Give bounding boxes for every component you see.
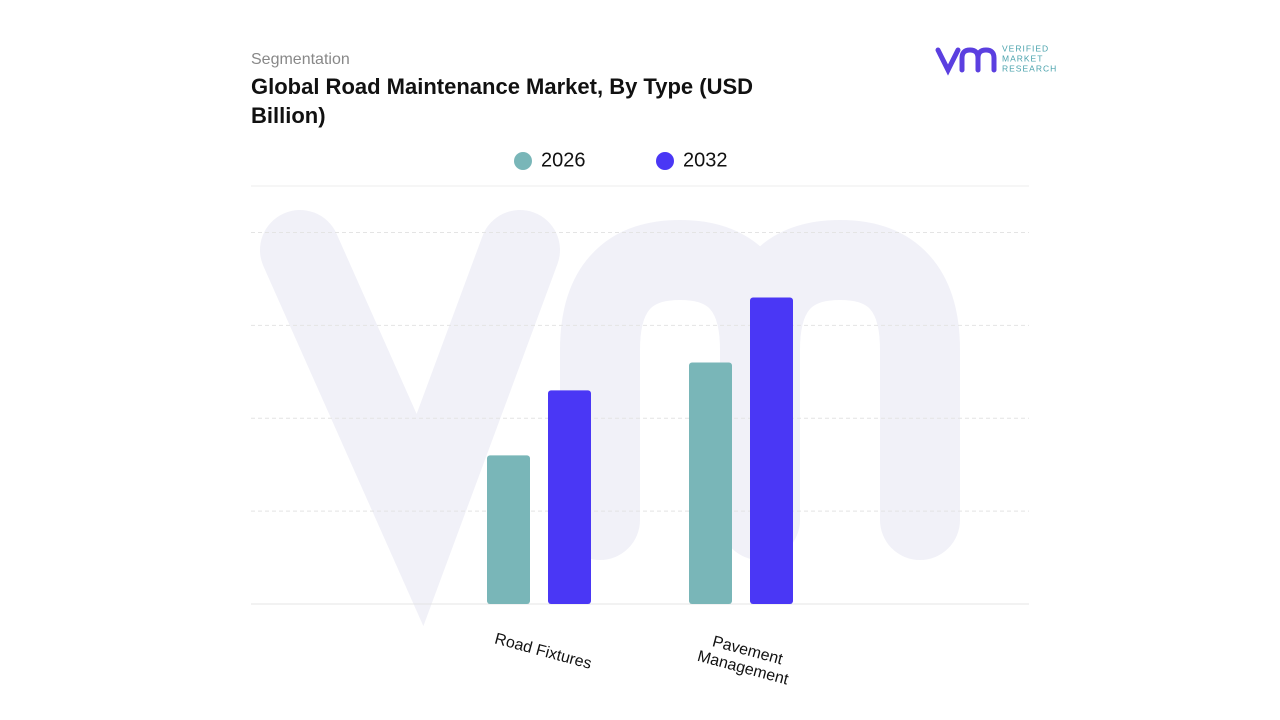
- bar: [487, 455, 530, 604]
- legend-label: 2026: [541, 149, 586, 171]
- legend-swatch: [514, 152, 532, 170]
- subtitle: Segmentation: [251, 51, 350, 68]
- logo-text: VERIFIED: [1002, 43, 1049, 53]
- legend-label: 2032: [683, 149, 728, 171]
- logo-text: RESEARCH: [1002, 63, 1057, 73]
- logo-mark: [935, 47, 997, 76]
- x-tick-label: Road Fixtures: [493, 631, 594, 673]
- logo-text: MARKET: [1002, 53, 1043, 63]
- chart-title: Global Road Maintenance Market, By Type …: [251, 74, 759, 128]
- bar: [548, 390, 591, 604]
- legend-swatch: [656, 152, 674, 170]
- x-tick-label: PavementManagement: [695, 631, 795, 689]
- logo: VERIFIED MARKET RESEARCH: [935, 43, 1057, 76]
- bar: [750, 297, 793, 604]
- watermark: [260, 210, 960, 627]
- bar: [689, 362, 732, 604]
